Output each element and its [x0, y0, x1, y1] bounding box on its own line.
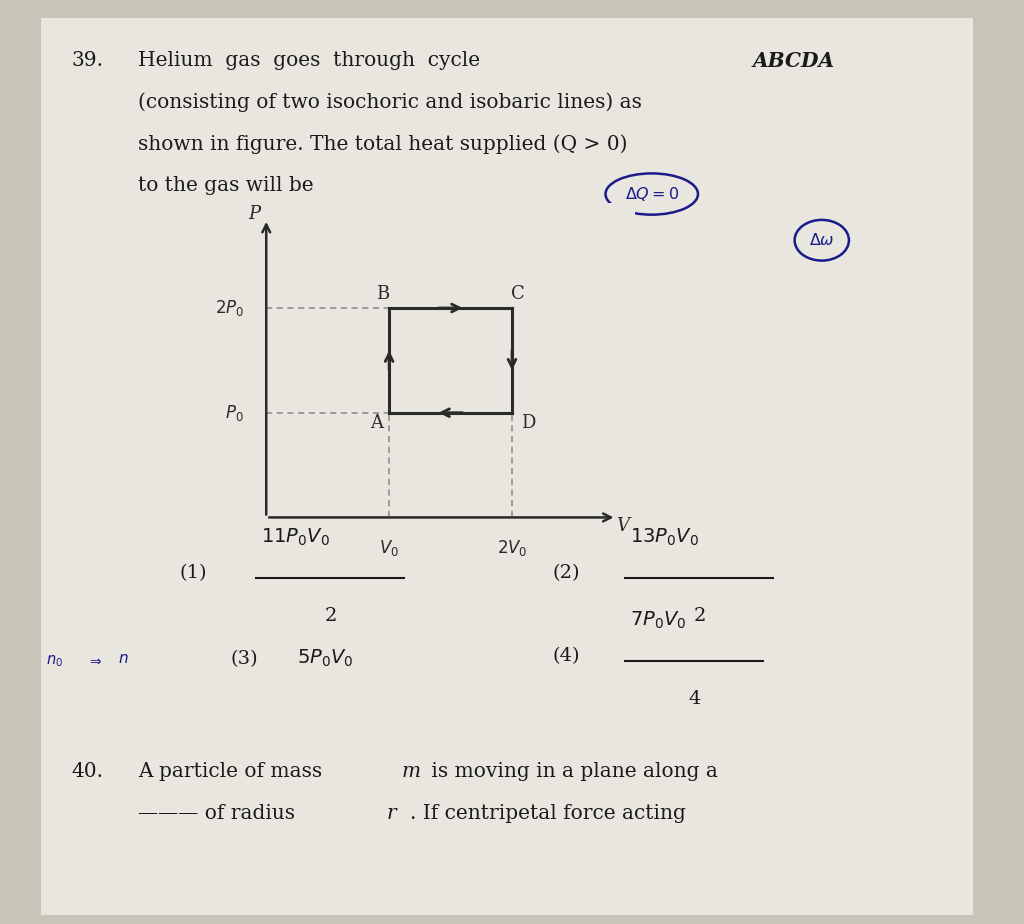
- Text: 4: 4: [688, 690, 700, 708]
- Text: ——— of radius: ——— of radius: [138, 804, 302, 823]
- Text: $5P_0V_0$: $5P_0V_0$: [297, 648, 353, 670]
- Text: $n_0$: $n_0$: [46, 653, 63, 668]
- Text: B: B: [377, 286, 389, 303]
- Text: (2): (2): [553, 564, 581, 582]
- Text: $P_0$: $P_0$: [225, 403, 244, 422]
- Text: C: C: [511, 286, 525, 303]
- Text: $11P_0V_0$: $11P_0V_0$: [261, 527, 330, 548]
- Text: 40.: 40.: [72, 762, 103, 782]
- Text: (consisting of two isochoric and isobaric lines) as: (consisting of two isochoric and isobari…: [138, 92, 642, 112]
- Text: (1): (1): [179, 564, 207, 582]
- Text: $7P_0V_0$: $7P_0V_0$: [630, 610, 686, 631]
- Text: V: V: [616, 517, 629, 535]
- Text: (3): (3): [230, 650, 258, 668]
- Text: r: r: [387, 804, 396, 823]
- Text: (4): (4): [553, 647, 581, 665]
- Text: $V_0$: $V_0$: [379, 539, 399, 558]
- Text: A particle of mass: A particle of mass: [138, 762, 329, 782]
- Text: 2: 2: [693, 607, 706, 625]
- Text: ABCDA: ABCDA: [753, 51, 835, 71]
- Text: $n$: $n$: [118, 651, 128, 666]
- FancyBboxPatch shape: [41, 18, 973, 915]
- Text: Helium  gas  goes  through  cycle: Helium gas goes through cycle: [138, 51, 494, 70]
- Text: m: m: [401, 762, 421, 782]
- Text: $13P_0V_0$: $13P_0V_0$: [630, 527, 698, 548]
- Text: 2: 2: [325, 607, 337, 625]
- Text: $2P_0$: $2P_0$: [215, 298, 244, 318]
- Text: is moving in a plane along a: is moving in a plane along a: [425, 762, 718, 782]
- Text: $2V_0$: $2V_0$: [497, 539, 527, 558]
- Text: D: D: [521, 414, 536, 432]
- Text: A: A: [371, 414, 383, 432]
- Text: to the gas will be: to the gas will be: [138, 176, 314, 195]
- Text: 39.: 39.: [72, 51, 103, 70]
- Text: $\Delta Q = 0$: $\Delta Q = 0$: [625, 185, 679, 203]
- Text: . If centripetal force acting: . If centripetal force acting: [410, 804, 685, 823]
- Text: $\Rightarrow$: $\Rightarrow$: [87, 653, 102, 668]
- Text: shown in figure. The total heat supplied (Q > 0): shown in figure. The total heat supplied…: [138, 134, 628, 153]
- Text: P: P: [248, 205, 260, 223]
- Text: $\Delta\omega$: $\Delta\omega$: [809, 232, 835, 249]
